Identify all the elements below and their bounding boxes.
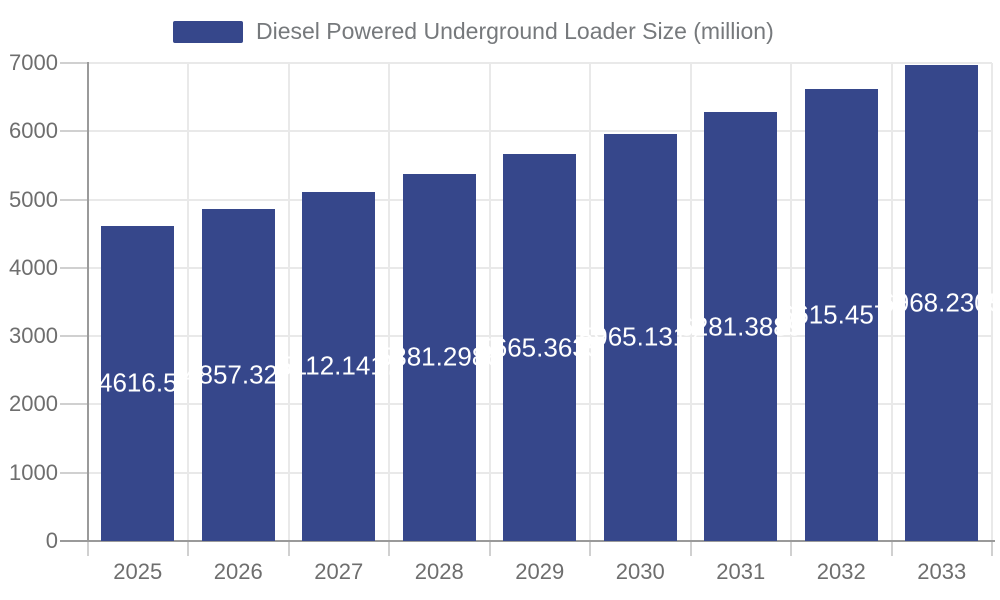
bar: [302, 191, 376, 541]
x-gridline: [388, 63, 390, 541]
x-gridline: [890, 63, 893, 541]
bar: [402, 173, 476, 541]
bar-value-label: 6968.2305: [880, 287, 1000, 318]
x-gridline: [287, 63, 290, 541]
x-axis-label: 2027: [314, 559, 364, 584]
x-axis-label: 2030: [615, 559, 665, 584]
y-axis-label: 4000: [9, 254, 58, 280]
x-axis-tick: [790, 541, 792, 556]
y-axis-line: [86, 62, 89, 541]
bar-value-label: 4616.5: [97, 367, 178, 398]
bar: [603, 133, 677, 541]
y-axis-tick: [60, 198, 88, 201]
y-axis-tick: [60, 335, 88, 338]
bar-value-label: 4857.327: [184, 359, 293, 390]
y-axis-label: 5000: [9, 186, 58, 212]
bar-value-label: 5112.1417: [278, 350, 400, 381]
bar: [201, 209, 275, 541]
x-axis-label: 2025: [113, 559, 163, 584]
y-axis-tick: [60, 403, 88, 406]
y-gridline: [87, 130, 992, 133]
y-axis-label: 7000: [9, 50, 58, 75]
bar-value-label: 6281.3889: [679, 311, 803, 342]
legend-label: Diesel Powered Underground Loader Size (…: [256, 18, 774, 44]
bar: [503, 154, 577, 541]
x-axis-line: [60, 540, 995, 542]
bar-value-label: 5381.2986: [377, 341, 501, 372]
y-axis-label: 6000: [9, 118, 58, 144]
x-axis-label: 2029: [515, 559, 565, 584]
x-axis-tick: [689, 541, 692, 556]
y-axis-label: 1000: [9, 459, 58, 485]
legend-swatch-icon: [173, 20, 243, 43]
x-gridline: [689, 63, 692, 541]
x-axis-tick: [890, 541, 893, 556]
x-axis-label: 2033: [917, 559, 967, 584]
x-axis-tick: [991, 541, 993, 556]
y-axis-label: 0: [45, 528, 58, 553]
y-axis-label: 3000: [9, 323, 58, 349]
x-axis-label: 2031: [716, 559, 766, 584]
bar-value-label: 5965.1317: [578, 321, 702, 352]
x-axis-tick: [488, 541, 491, 556]
x-axis-tick: [86, 541, 89, 556]
bar-value-label: 5665.3635: [478, 332, 602, 363]
x-axis-tick: [388, 541, 390, 556]
bar: [704, 112, 778, 541]
legend[interactable]: Diesel Powered Underground Loader Size (…: [173, 18, 774, 45]
bar-value-label: 6615.4577: [779, 299, 903, 330]
x-axis-tick: [589, 541, 591, 556]
y-axis-tick: [60, 130, 88, 133]
y-gridline: [87, 62, 992, 64]
y-axis-label: 2000: [9, 391, 58, 417]
x-gridline: [488, 63, 491, 541]
x-axis-label: 2026: [213, 559, 263, 584]
x-gridline: [991, 63, 993, 541]
x-gridline: [589, 63, 591, 541]
x-axis-label: 2028: [414, 559, 464, 584]
bar: [804, 89, 878, 541]
x-axis-tick: [187, 541, 189, 556]
y-axis-tick: [60, 471, 88, 474]
x-gridline: [790, 63, 792, 541]
y-axis-tick: [60, 62, 88, 64]
x-axis-label: 2032: [816, 559, 866, 584]
bar: [101, 225, 175, 541]
y-axis-tick: [60, 266, 88, 269]
x-axis-tick: [287, 541, 290, 556]
x-gridline: [187, 63, 189, 541]
bar: [905, 65, 979, 541]
